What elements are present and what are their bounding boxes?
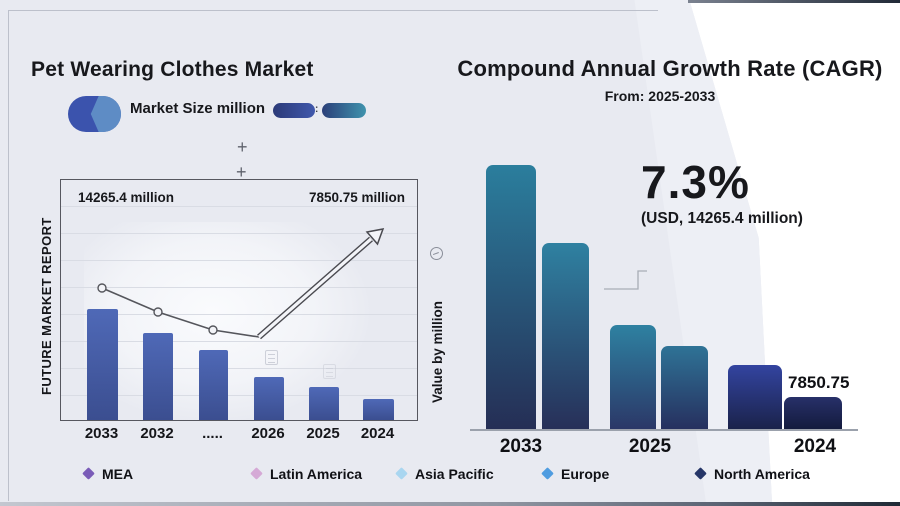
min-value-annotation: 7850.75 million [308, 190, 405, 205]
cagr-subtitle: From: 2025-2033 [604, 88, 716, 104]
legend-label: MEA [102, 466, 134, 482]
legend-diamond-icon [250, 467, 263, 480]
market-size-pill-icon [68, 96, 121, 132]
trend-line-arrow [97, 228, 385, 340]
plus-icon: + [236, 162, 247, 182]
cagr-year-label-2033: 2033 [499, 436, 543, 457]
legend-diamond-icon [694, 467, 707, 480]
pill-facet [90, 96, 121, 132]
legend-label: Latin America [270, 466, 363, 482]
cagr-bar-2025-b [661, 346, 708, 430]
year-label-.....: ..... [202, 425, 223, 442]
cagr-x-axis [470, 429, 858, 431]
cagr-value-block: 7.3% (USD, 14265.4 million) [641, 158, 803, 228]
market-size-label: Market Size million [130, 100, 266, 117]
page-title: Pet Wearing Clothes Market [31, 58, 314, 81]
cagr-title: Compound Annual Growth Rate (CAGR) [457, 56, 883, 81]
cagr-bars [470, 160, 860, 430]
value-2024-label: 7850.75 [788, 373, 850, 392]
frame-top-line [8, 10, 658, 11]
legend-diamond-icon [82, 467, 95, 480]
cagr-bar-2024-a [728, 365, 782, 430]
legend-label: Europe [561, 466, 610, 482]
circled-minus-icon [430, 247, 443, 260]
legend-diamond-icon [541, 467, 554, 480]
bottom-accent-strip [0, 502, 900, 506]
legend-label: Asia Pacific [415, 466, 494, 482]
year-label-2025: 2025 [306, 425, 340, 442]
year-label-2033: 2033 [84, 425, 119, 442]
cagr-bar-2024-b [784, 397, 842, 430]
region-legend: MEA Latin America Asia Pacific Europe North … [0, 465, 900, 485]
frame-left-line [8, 10, 9, 501]
max-value-annotation: 14265.4 million [78, 190, 175, 205]
market-size-chart-panel: 14265.4 million 7850.75 million [60, 179, 418, 421]
cagr-bar-2033-b [542, 243, 589, 430]
future-market-report-label: FUTURE MARKET REPORT [39, 217, 54, 395]
market-size-bar-2024 [363, 399, 394, 420]
market-size-bar-..... [199, 350, 228, 420]
plus-icon: + [237, 137, 248, 157]
market-size-bar-2025 [309, 387, 339, 420]
document-watermark-icon [265, 350, 278, 365]
left-chart-year-labels: 2033 2032..... 2026 2025 2024 [60, 425, 418, 443]
chart-gridlines [61, 206, 417, 397]
cagr-year-label-2025: 2025 [628, 436, 672, 457]
cagr-bar-2025-a [610, 325, 656, 430]
year-label-2032: 2032 [140, 425, 174, 442]
legend-label: North America [714, 466, 810, 482]
top-right-accent-strip [688, 0, 900, 3]
year-label-2026: 2026 [251, 425, 285, 442]
legend-diamond-icon [395, 467, 408, 480]
cagr-bar-2033-a [486, 165, 536, 430]
cagr-percentage: 7.3% [641, 156, 750, 208]
market-size-bar-2032 [143, 333, 173, 420]
cagr-year-label-2024: 2024 [793, 436, 837, 457]
market-size-bar-2026 [254, 377, 284, 420]
document-watermark-icon [323, 364, 336, 379]
pill-separator: : [315, 104, 319, 115]
mini-pill-teal-icon [322, 103, 366, 118]
value-axis-label: Value by million [430, 300, 445, 404]
mini-pill-blue-icon [273, 103, 315, 118]
market-size-bar-2033 [87, 309, 118, 420]
year-label-2024: 2024 [360, 425, 395, 442]
cagr-usd-note: (USD, 14265.4 million) [641, 210, 803, 228]
bracket-decoration [604, 270, 647, 290]
cagr-year-labels: 2033 2025 2024 [470, 436, 860, 458]
